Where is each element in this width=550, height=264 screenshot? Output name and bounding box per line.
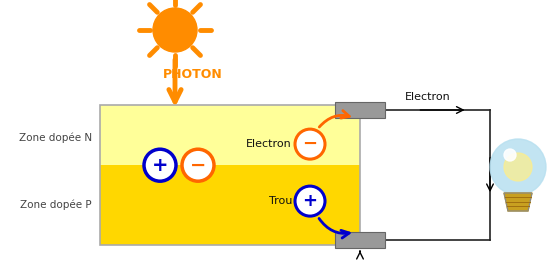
Bar	[335, 102, 385, 118]
Circle shape	[153, 8, 197, 52]
Text: Electron: Electron	[405, 92, 450, 102]
Circle shape	[295, 186, 325, 216]
Circle shape	[144, 149, 176, 181]
Bar	[335, 232, 385, 248]
Text: +: +	[152, 156, 168, 175]
Circle shape	[182, 149, 214, 181]
Bar	[100, 105, 360, 165]
Circle shape	[504, 153, 532, 181]
Text: −: −	[190, 156, 206, 175]
Text: −: −	[302, 135, 317, 153]
Bar	[100, 105, 360, 245]
Text: Electron: Electron	[246, 139, 292, 149]
Text: PHOTON: PHOTON	[163, 68, 223, 82]
Text: Trou: Trou	[268, 196, 292, 206]
Text: Zone dopée P: Zone dopée P	[20, 200, 92, 210]
Circle shape	[295, 129, 325, 159]
Circle shape	[490, 139, 546, 195]
Polygon shape	[504, 193, 532, 211]
Text: +: +	[302, 192, 317, 210]
Text: Zone dopée N: Zone dopée N	[19, 133, 92, 143]
Bar	[100, 165, 360, 245]
Circle shape	[504, 149, 516, 161]
